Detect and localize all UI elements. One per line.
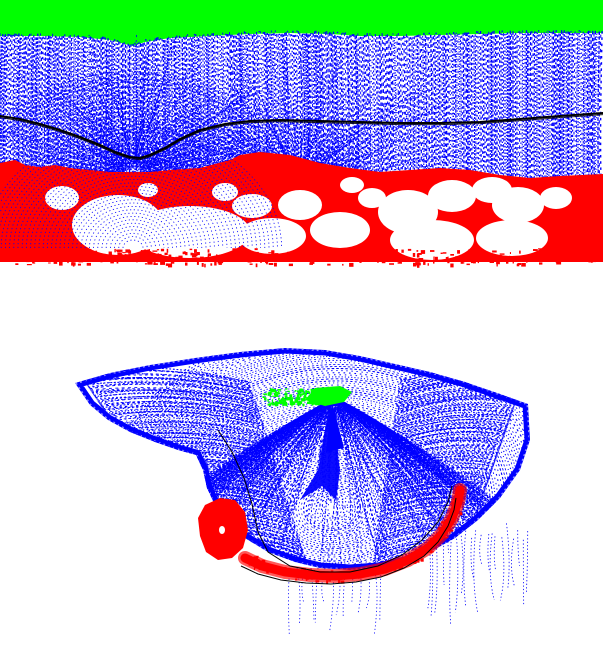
- black-interface-curve: [0, 111, 603, 160]
- lower-panel-svg: [0, 330, 603, 645]
- green-top-band: [0, 0, 603, 46]
- lower-panel-background: [0, 330, 603, 645]
- black-rim-curve: [240, 497, 457, 585]
- green-apex-patch: [305, 386, 352, 406]
- upper-panel-svg: [0, 0, 603, 270]
- black-secondary-contour: [0, 114, 603, 161]
- red-regions-lower: [198, 483, 467, 585]
- black-separatrix-curve: [217, 429, 453, 573]
- red-lower-region: [0, 128, 603, 268]
- upper-panel: [0, 0, 603, 270]
- lower-panel: [0, 330, 603, 645]
